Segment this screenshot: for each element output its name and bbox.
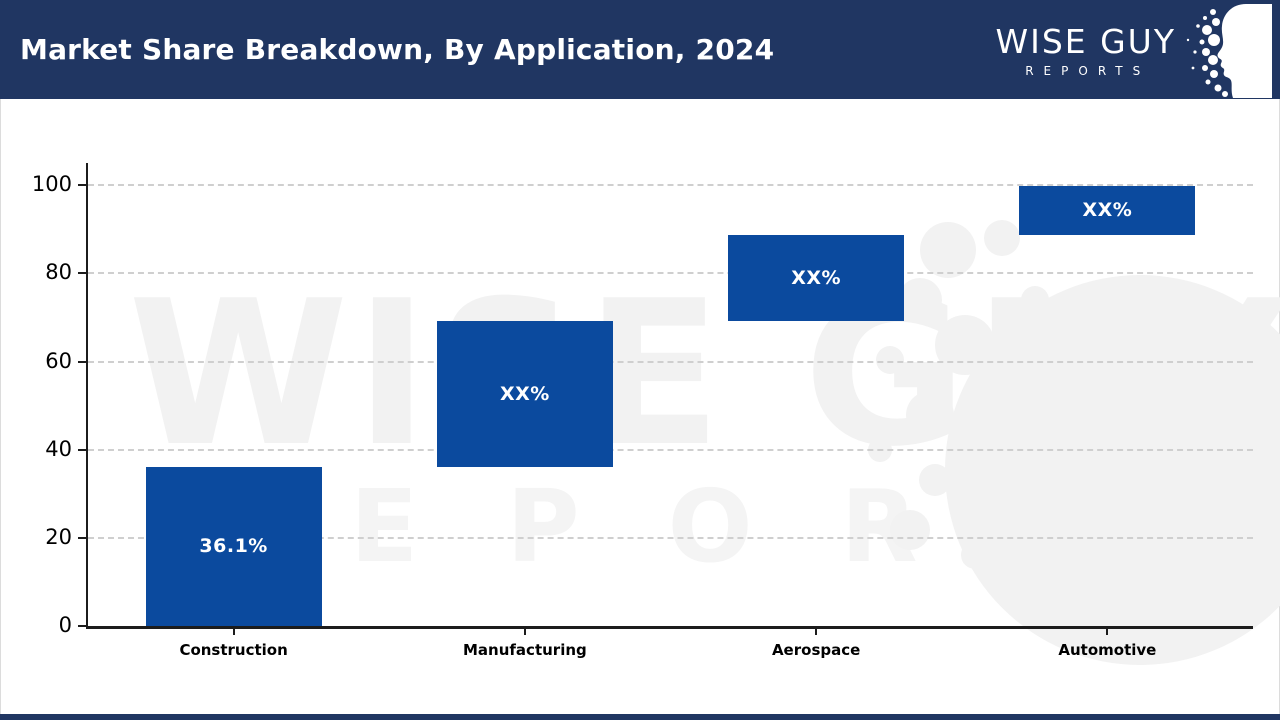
wise-guy-logo: WISE GUY REPORTS — [995, 2, 1280, 98]
x-tick-mark — [523, 626, 526, 635]
y-tick-mark — [78, 536, 88, 539]
x-tick-label: Manufacturing — [463, 641, 587, 659]
header-band: Market Share Breakdown, By Application, … — [0, 0, 1280, 99]
y-tick-mark — [78, 184, 88, 187]
x-tick-mark — [1106, 626, 1109, 635]
bar-value-label: 36.1% — [199, 535, 268, 558]
logo-subtitle: REPORTS — [1025, 63, 1151, 78]
gridline — [88, 272, 1253, 275]
gridline — [88, 360, 1253, 363]
y-tick-mark — [78, 625, 88, 627]
bar: 36.1% — [145, 466, 322, 626]
y-tick-mark — [78, 360, 88, 363]
bar-value-label: XX% — [499, 382, 550, 405]
y-tick-label: 0 — [58, 613, 72, 637]
y-tick-label: 60 — [45, 348, 72, 373]
x-axis — [86, 626, 1253, 629]
y-tick-label: 100 — [31, 172, 72, 197]
bar-value-label: XX% — [1082, 199, 1133, 222]
bar-value-label: XX% — [791, 266, 842, 289]
bar: XX% — [1019, 186, 1196, 235]
y-tick-label: 20 — [45, 524, 72, 549]
x-tick-label: Automotive — [1058, 641, 1157, 659]
gridline — [88, 448, 1253, 451]
footer-band — [0, 714, 1280, 720]
y-tick-mark — [78, 448, 88, 451]
y-tick-label: 80 — [45, 260, 72, 285]
x-tick-mark — [232, 626, 235, 635]
bar: XX% — [728, 234, 905, 321]
plot-area: 0 20 40 60 80 100 36.1% Construction XX% Manufact… — [0, 99, 1280, 714]
y-tick-mark — [78, 272, 88, 275]
x-tick-label: Construction — [179, 641, 288, 659]
logo-wordmark: WISE GUY — [995, 21, 1176, 61]
x-tick-label: Aerospace — [771, 641, 861, 659]
y-axis — [86, 163, 88, 628]
x-tick-mark — [815, 626, 818, 635]
logo-face-icon — [1186, 3, 1272, 98]
gridline — [88, 536, 1253, 539]
bar: XX% — [436, 320, 613, 467]
chart-title: Market Share Breakdown, By Application, … — [20, 33, 775, 66]
y-tick-label: 40 — [45, 436, 72, 461]
logo-text: WISE GUY REPORTS — [995, 22, 1176, 78]
gridline — [88, 184, 1253, 187]
